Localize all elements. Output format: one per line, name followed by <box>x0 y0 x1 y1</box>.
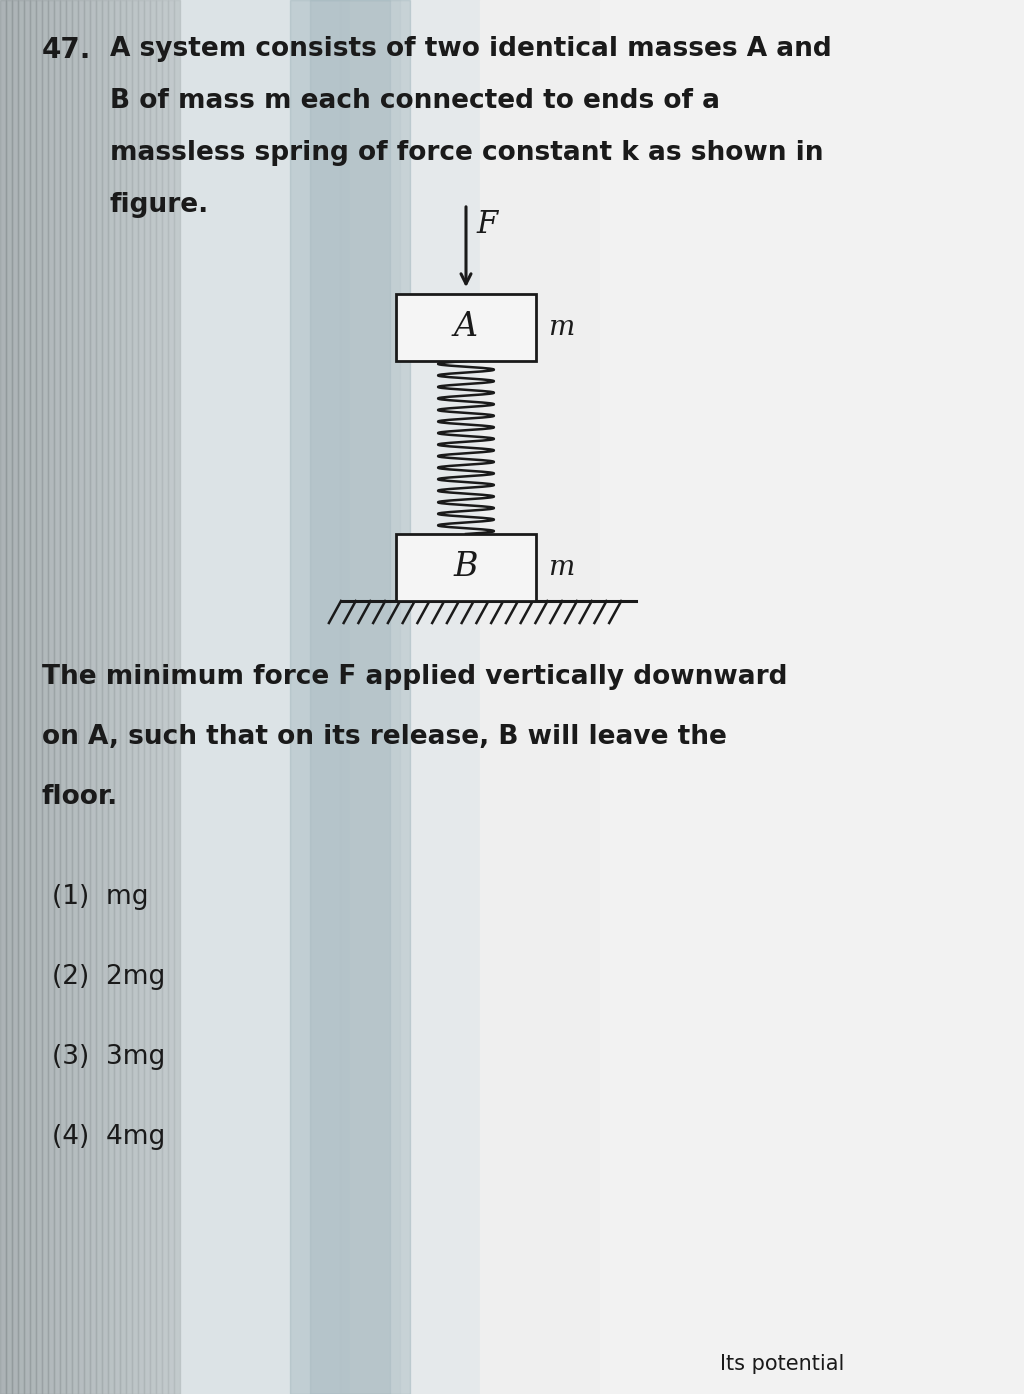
Text: (4)  4mg: (4) 4mg <box>52 1124 165 1150</box>
Text: figure.: figure. <box>110 192 209 217</box>
Text: floor.: floor. <box>42 783 118 810</box>
Bar <box>102 0 108 1394</box>
Bar <box>36 0 42 1394</box>
Text: Its potential: Its potential <box>720 1354 845 1374</box>
Bar <box>120 0 126 1394</box>
Bar <box>72 0 78 1394</box>
Bar <box>12 0 18 1394</box>
Bar <box>132 0 138 1394</box>
Bar <box>96 0 102 1394</box>
Bar <box>144 0 150 1394</box>
Bar <box>78 0 84 1394</box>
Bar <box>48 0 54 1394</box>
Bar <box>396 534 536 601</box>
Bar <box>396 294 536 361</box>
Bar <box>350 0 1024 1394</box>
Bar <box>90 0 96 1394</box>
Bar <box>310 0 390 1394</box>
Bar <box>84 0 90 1394</box>
Bar <box>138 0 144 1394</box>
Bar <box>114 0 120 1394</box>
Text: The minimum force F applied vertically downward: The minimum force F applied vertically d… <box>42 664 787 690</box>
Bar <box>174 0 180 1394</box>
Bar <box>108 0 114 1394</box>
Bar <box>42 0 48 1394</box>
Text: massless spring of force constant k as shown in: massless spring of force constant k as s… <box>110 139 823 166</box>
Bar <box>168 0 174 1394</box>
Text: on A, such that on its release, B will leave the: on A, such that on its release, B will l… <box>42 723 727 750</box>
Bar <box>54 0 60 1394</box>
Text: (2)  2mg: (2) 2mg <box>52 965 165 990</box>
Bar <box>60 0 66 1394</box>
Bar <box>126 0 132 1394</box>
Bar <box>0 0 6 1394</box>
Text: B of mass m each connected to ends of a: B of mass m each connected to ends of a <box>110 88 720 114</box>
Bar <box>156 0 162 1394</box>
Bar <box>18 0 24 1394</box>
Bar <box>162 0 168 1394</box>
Bar <box>30 0 36 1394</box>
Text: m: m <box>548 553 574 581</box>
Bar <box>66 0 72 1394</box>
Text: B: B <box>454 552 478 584</box>
Text: A: A <box>454 311 478 343</box>
Bar <box>24 0 30 1394</box>
Text: 47.: 47. <box>42 36 91 64</box>
Bar <box>480 0 1024 1394</box>
Text: (3)  3mg: (3) 3mg <box>52 1044 165 1071</box>
Text: (1)  mg: (1) mg <box>52 884 148 910</box>
Bar <box>150 0 156 1394</box>
Text: F: F <box>476 209 497 240</box>
Bar <box>600 0 1024 1394</box>
Text: A system consists of two identical masses A and: A system consists of two identical masse… <box>110 36 831 61</box>
Text: m: m <box>548 314 574 342</box>
Bar <box>6 0 12 1394</box>
Bar <box>340 0 400 1394</box>
Bar <box>290 0 410 1394</box>
